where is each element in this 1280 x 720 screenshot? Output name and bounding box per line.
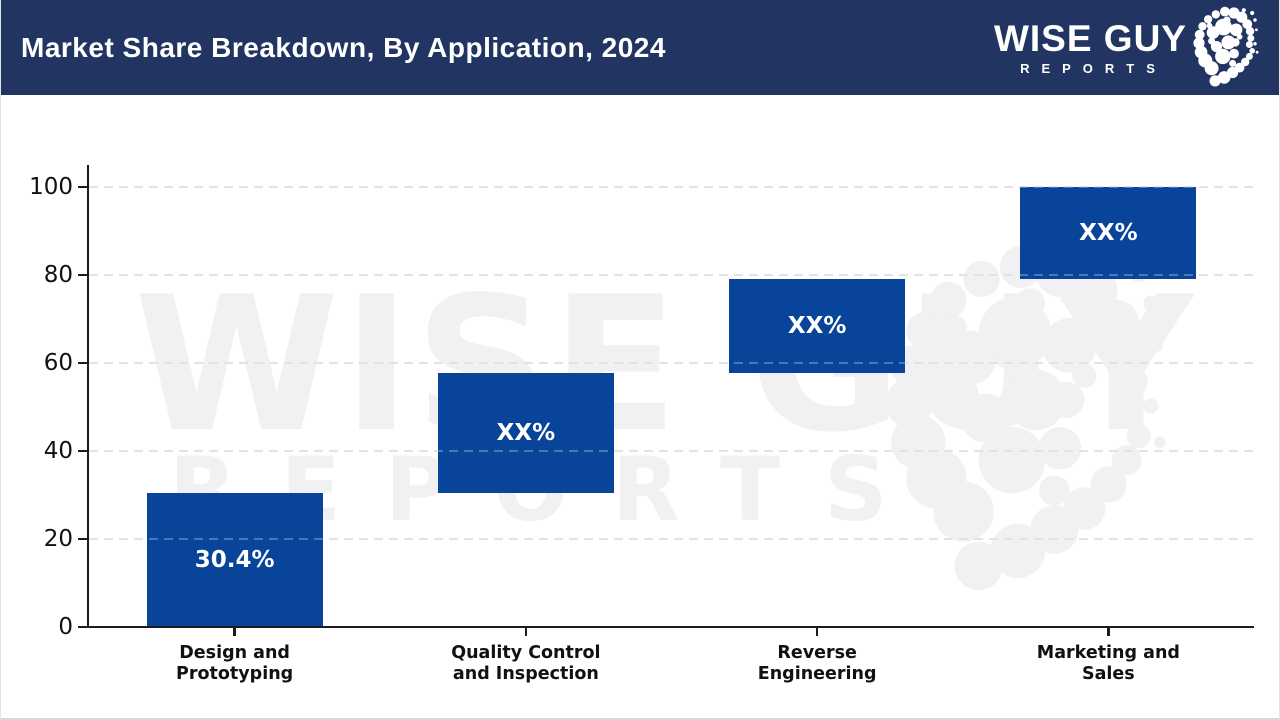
- x-axis-tick: [1107, 627, 1110, 636]
- plot-area: 30.4% XX% XX% XX% 0 20 40 60 80 100 Design and Pro…: [29, 165, 1254, 684]
- logo-wordmark-line2: REPORTS: [1020, 60, 1167, 76]
- y-axis-tick: [78, 449, 87, 453]
- x-axis-category-label: Reverse Engineering: [757, 643, 877, 684]
- waterfall-bar-segment: 30.4%: [146, 493, 323, 627]
- y-axis-tick-label: 80: [43, 262, 73, 288]
- gridline: [89, 538, 1254, 540]
- gridline-overlay: [89, 186, 1254, 188]
- x-axis-tick: [524, 627, 528, 636]
- gridline: [89, 274, 1254, 276]
- gridline-overlay: [89, 362, 1254, 364]
- x-axis-category-label: Marketing and Sales: [1036, 643, 1180, 684]
- waterfall-bar-segment: XX%: [437, 373, 614, 494]
- y-axis-tick-label: 0: [58, 614, 73, 640]
- gridline-overlay: [89, 450, 1254, 452]
- bar-value-label: 30.4%: [194, 547, 275, 574]
- watermark-head-icon: [885, 245, 1166, 591]
- gridline: [89, 362, 1254, 364]
- gridline: [89, 450, 1254, 452]
- y-axis-tick-label: 20: [43, 526, 73, 552]
- x-axis-category-label: Quality Control and Inspection: [451, 643, 601, 684]
- y-axis-tick: [78, 537, 87, 541]
- bar-value-label: XX%: [1079, 219, 1138, 246]
- gridline-overlay: [89, 538, 1254, 540]
- x-axis-line: [86, 625, 1254, 628]
- y-axis-tick: [78, 273, 87, 277]
- waterfall-bar-segment: XX%: [1020, 187, 1197, 279]
- logo-wordmark-line1: WISE GUY: [993, 17, 1187, 59]
- bar-value-label: XX%: [787, 313, 847, 340]
- header-bar: Market Share Breakdown, By Application, …: [1, 0, 1279, 95]
- page-title: Market Share Breakdown, By Application, …: [21, 31, 666, 63]
- logo-head-icon: [1193, 6, 1259, 86]
- wise-guy-reports-logo: WISE GUY REPORTS: [994, 6, 1263, 90]
- x-axis-tick: [233, 627, 236, 636]
- y-axis-tick: [78, 185, 87, 189]
- x-axis-category-label: Design and Prototyping: [176, 643, 294, 684]
- y-axis-tick-label: 100: [29, 174, 73, 200]
- logo-wordmark: WISE GUY REPORTS: [994, 20, 1187, 76]
- y-axis-tick: [78, 625, 87, 629]
- y-axis-tick-label: 60: [43, 350, 73, 376]
- y-axis-tick-label: 40: [43, 438, 73, 464]
- waterfall-bar-segment: XX%: [729, 278, 906, 374]
- bar-value-label: XX%: [496, 420, 556, 447]
- gridline-overlay: [89, 274, 1254, 276]
- y-axis-line: [86, 165, 89, 628]
- gridline: [89, 186, 1254, 188]
- y-axis-tick: [78, 361, 87, 365]
- x-axis-tick: [815, 627, 819, 636]
